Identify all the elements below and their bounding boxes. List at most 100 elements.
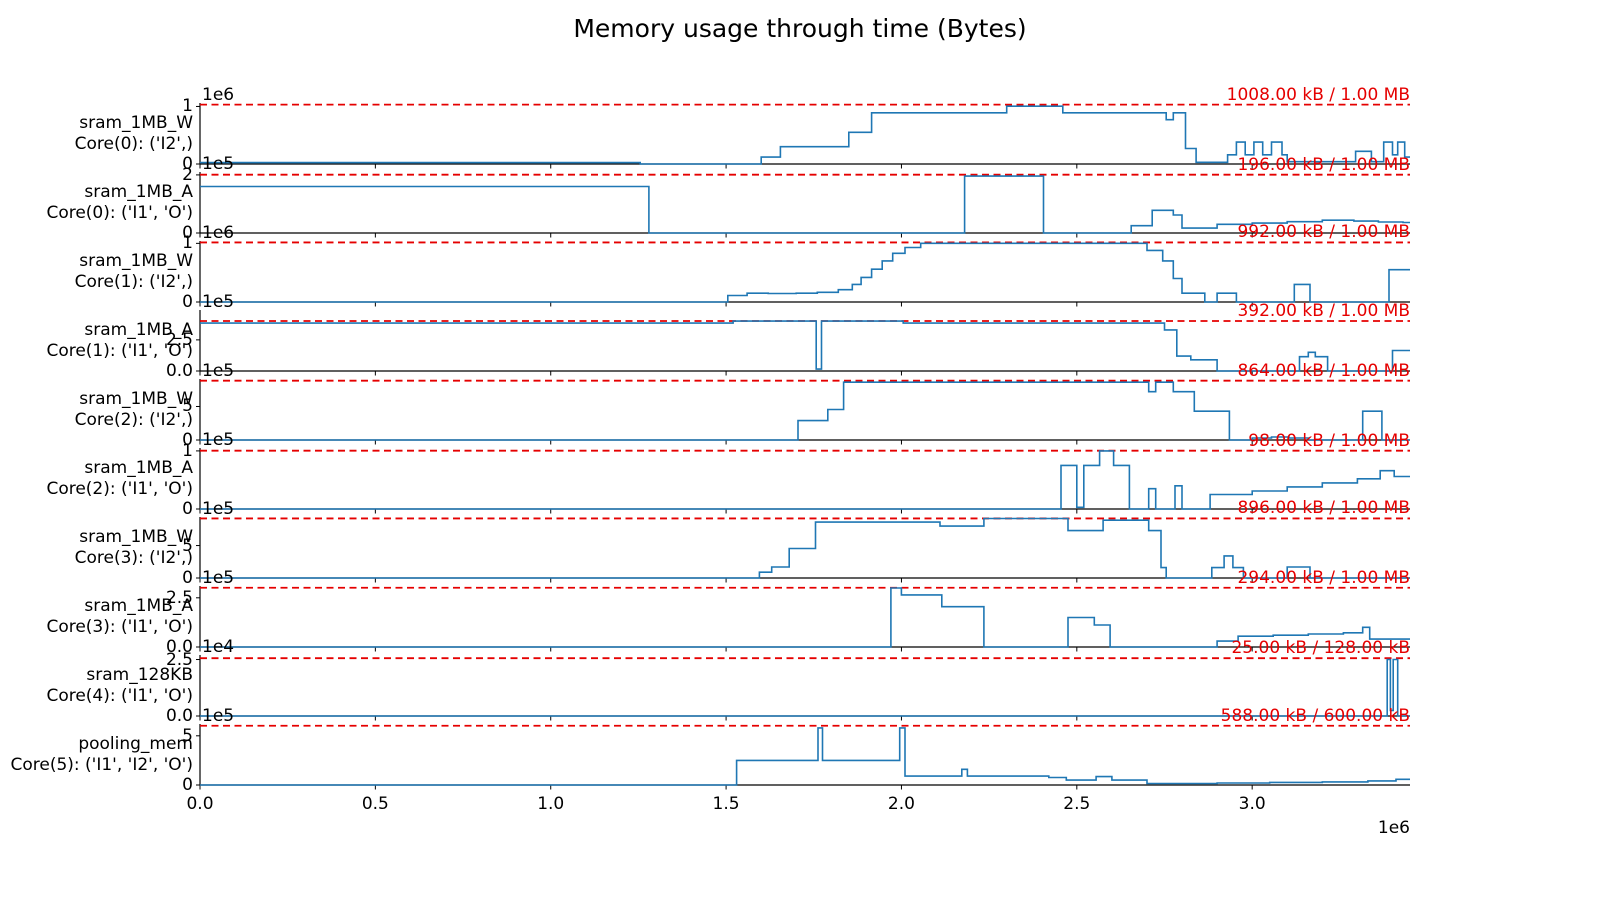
core-tensors-label: Core(0): ('I1', 'O') [46, 202, 193, 223]
core-tensors-label: Core(3): ('I2',) [74, 547, 193, 568]
subplot-plot-area [196, 310, 1410, 376]
memory-name-label: sram_128KB [86, 664, 193, 685]
subplot-plot-area [196, 172, 1410, 238]
y-tick-label: 0 [182, 430, 193, 450]
memory-usage-line [200, 587, 1410, 648]
memory-usage-line [200, 320, 1410, 372]
y-tick-label: 0 [182, 292, 193, 312]
subplot-label: sram_1MB_W Core(0): ('I2',) [8, 113, 193, 155]
y-axis-scale-offset: 1e6 [202, 85, 235, 105]
subplot-label: sram_1MB_A Core(1): ('I1', 'O') [8, 320, 193, 362]
memory-usage-line [200, 517, 1410, 579]
x-tick-label: 2.5 [1063, 794, 1091, 814]
memory-limit-annotation: 1008.00 kB / 1.00 MB [1226, 84, 1410, 105]
core-tensors-label: Core(2): ('I2',) [74, 409, 193, 430]
subplot-label: sram_1MB_A Core(0): ('I1', 'O') [8, 182, 193, 224]
y-axis-scale-offset: 1e5 [202, 292, 235, 312]
y-axis-scale-offset: 1e4 [202, 637, 235, 657]
memory-name-label: pooling_mem [78, 733, 193, 754]
y-tick-label: 0 [182, 499, 193, 519]
memory-limit-annotation: 896.00 kB / 1.00 MB [1237, 498, 1410, 519]
memory-limit-annotation: 25.00 kB / 128.00 kB [1231, 638, 1410, 659]
core-tensors-label: Core(5): ('I1', 'I2', 'O') [10, 754, 193, 775]
y-tick-label: 0.0 [165, 706, 193, 726]
y-tick-label: 5 [182, 396, 193, 417]
subplot-label: sram_1MB_W Core(1): ('I2',) [8, 251, 193, 293]
memory-name-label: sram_1MB_W [79, 526, 193, 547]
subplot-plot-area [196, 517, 1410, 583]
y-tick-label: 0 [182, 223, 193, 243]
y-tick-label: 5 [182, 535, 193, 556]
chart-title: Memory usage through time (Bytes) [573, 14, 1027, 43]
y-tick-label: 0 [182, 154, 193, 174]
memory-usage-line [200, 727, 1410, 786]
y-tick-label: 0.0 [165, 637, 193, 657]
y-tick-label: 0 [182, 568, 193, 588]
subplot-plot-area [196, 103, 1410, 169]
y-axis-scale-offset: 1e5 [202, 706, 235, 726]
memory-usage-line [200, 450, 1410, 510]
y-tick-label: 2.5 [165, 329, 193, 350]
memory-name-label: sram_1MB_A [84, 319, 193, 340]
memory-limit-annotation: 992.00 kB / 1.00 MB [1237, 222, 1410, 243]
memory-limit-annotation: 392.00 kB / 1.00 MB [1237, 301, 1410, 322]
core-tensors-label: Core(0): ('I2',) [74, 133, 193, 154]
memory-limit-annotation: 294.00 kB / 1.00 MB [1237, 567, 1410, 588]
y-tick-label: 5 [182, 725, 193, 746]
subplot-plot-area [196, 241, 1410, 307]
y-tick-label: 1 [182, 440, 193, 461]
memory-usage-line [200, 242, 1410, 303]
core-tensors-label: Core(1): ('I2',) [74, 271, 193, 292]
core-tensors-label: Core(4): ('I1', 'O') [46, 685, 193, 706]
memory-limit-annotation: 196.00 kB / 1.00 MB [1237, 154, 1410, 175]
y-axis-scale-offset: 1e5 [202, 568, 235, 588]
subplot-label: sram_1MB_A Core(2): ('I1', 'O') [8, 458, 193, 500]
y-tick-label: 1 [182, 233, 193, 254]
memory-name-label: sram_1MB_W [79, 112, 193, 133]
memory-name-label: sram_1MB_W [79, 250, 193, 271]
subplot-label: sram_1MB_W Core(3): ('I2',) [8, 527, 193, 569]
y-tick-label: 1 [182, 96, 193, 117]
y-axis-scale-offset: 1e5 [202, 430, 235, 450]
y-tick-label: 0.0 [165, 361, 193, 381]
core-tensors-label: Core(3): ('I1', 'O') [46, 616, 193, 637]
memory-name-label: sram_1MB_A [84, 457, 193, 478]
memory-usage-line [200, 381, 1410, 441]
memory-usage-line [200, 658, 1410, 717]
memory-name-label: sram_1MB_A [84, 181, 193, 202]
subplot-plot-area [196, 586, 1410, 652]
subplot-label: pooling_mem Core(5): ('I1', 'I2', 'O') [8, 734, 193, 776]
memory-limit-annotation: 98.00 kB / 1.00 MB [1248, 430, 1410, 451]
memory-limit-annotation: 588.00 kB / 600.00 kB [1220, 705, 1410, 726]
subplot-plot-area [196, 724, 1410, 790]
subplot-plot-area [196, 379, 1410, 445]
x-tick-label: 1.0 [537, 794, 565, 814]
memory-usage-line [200, 175, 1410, 234]
y-tick-label: 2.5 [165, 587, 193, 608]
x-axis-scale-offset: 1e6 [1377, 818, 1410, 838]
x-tick-label: 3.0 [1238, 794, 1266, 814]
memory-limit-annotation: 864.00 kB / 1.00 MB [1237, 360, 1410, 381]
y-axis-scale-offset: 1e5 [202, 499, 235, 519]
memory-usage-line [200, 105, 1410, 165]
subplot-plot-area [196, 655, 1410, 721]
y-axis-scale-offset: 1e5 [202, 154, 235, 174]
x-tick-label: 1.5 [712, 794, 740, 814]
x-tick-label: 0.5 [361, 794, 389, 814]
memory-name-label: sram_1MB_W [79, 388, 193, 409]
subplot-label: sram_1MB_A Core(3): ('I1', 'O') [8, 596, 193, 638]
y-axis-scale-offset: 1e5 [202, 361, 235, 381]
x-tick-label: 2.0 [887, 794, 915, 814]
memory-name-label: sram_1MB_A [84, 595, 193, 616]
core-tensors-label: Core(2): ('I1', 'O') [46, 478, 193, 499]
subplot-plot-area [196, 448, 1410, 514]
core-tensors-label: Core(1): ('I1', 'O') [46, 340, 193, 361]
subplot-label: sram_1MB_W Core(2): ('I2',) [8, 389, 193, 431]
y-tick-label: 0 [182, 775, 193, 795]
y-tick-label: 2.5 [165, 649, 193, 670]
y-tick-label: 2 [182, 164, 193, 185]
subplot-label: sram_128KB Core(4): ('I1', 'O') [8, 665, 193, 707]
x-tick-label: 0.0 [186, 794, 214, 814]
y-axis-scale-offset: 1e6 [202, 223, 235, 243]
